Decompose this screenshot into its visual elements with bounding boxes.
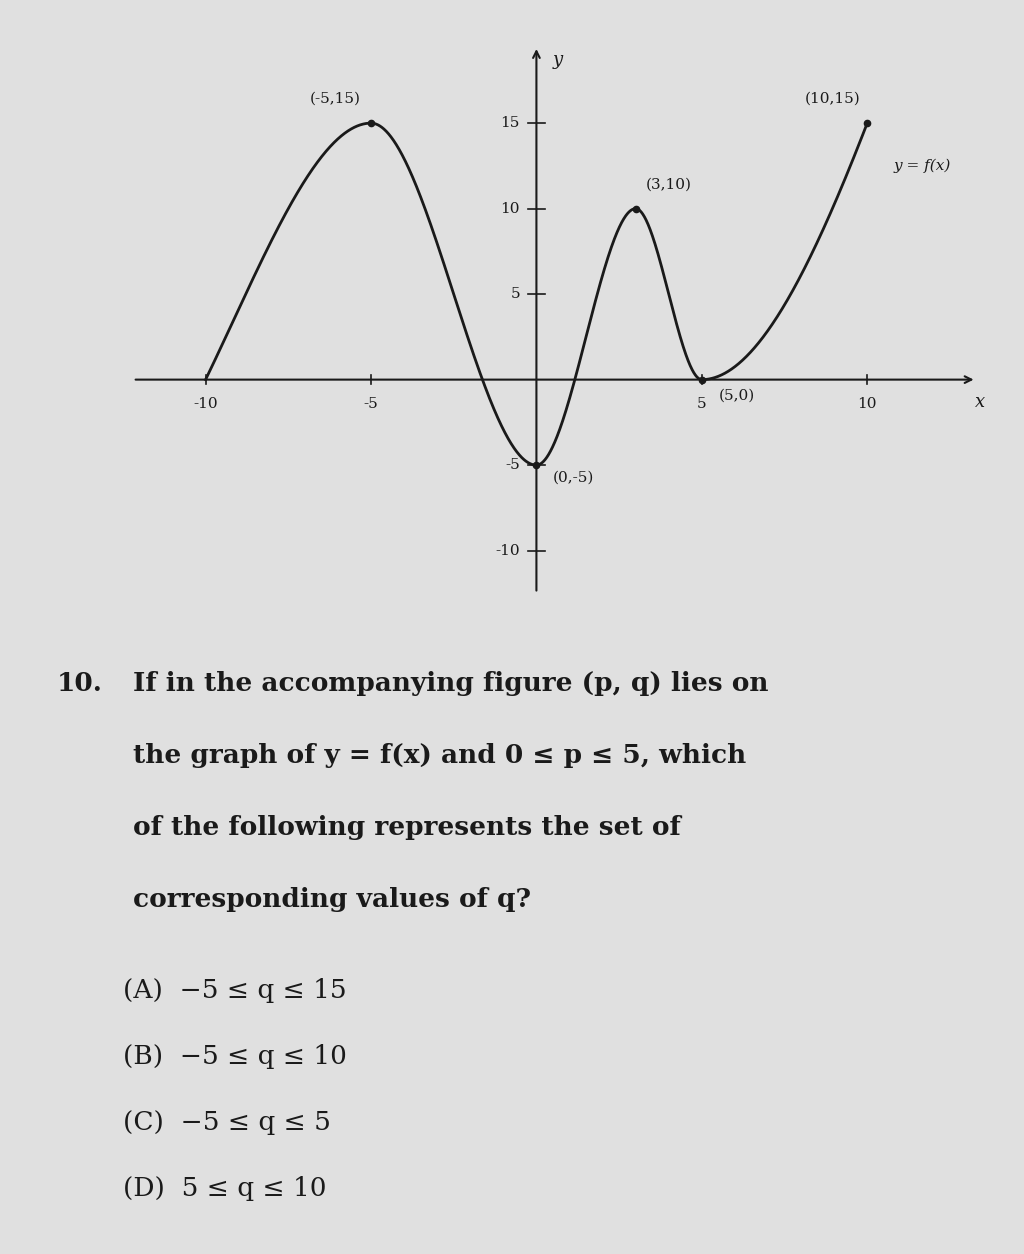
Text: (10,15): (10,15): [805, 92, 860, 107]
Text: -5: -5: [364, 396, 379, 411]
Text: 10.: 10.: [56, 671, 102, 696]
Text: the graph of y = f(x) and 0 ≤ p ≤ 5, which: the graph of y = f(x) and 0 ≤ p ≤ 5, whi…: [133, 742, 746, 767]
Text: (0,-5): (0,-5): [553, 470, 594, 484]
Text: (5,0): (5,0): [719, 389, 755, 403]
Text: corresponding values of q?: corresponding values of q?: [133, 888, 531, 912]
Text: y: y: [553, 51, 563, 69]
Text: (C)  −5 ≤ q ≤ 5: (C) −5 ≤ q ≤ 5: [123, 1110, 331, 1135]
Text: of the following represents the set of: of the following represents the set of: [133, 815, 681, 840]
Text: If in the accompanying figure (p, q) lies on: If in the accompanying figure (p, q) lie…: [133, 671, 769, 696]
Text: 10: 10: [857, 396, 877, 411]
Text: (B)  −5 ≤ q ≤ 10: (B) −5 ≤ q ≤ 10: [123, 1043, 347, 1068]
Text: y = f(x): y = f(x): [894, 159, 951, 173]
Text: -10: -10: [496, 544, 520, 558]
Text: 5: 5: [510, 287, 520, 301]
Text: x: x: [975, 394, 985, 411]
Text: 10: 10: [501, 202, 520, 216]
Text: 15: 15: [501, 117, 520, 130]
Text: 5: 5: [697, 396, 707, 411]
Text: (-5,15): (-5,15): [310, 92, 361, 107]
Text: (A)  −5 ≤ q ≤ 15: (A) −5 ≤ q ≤ 15: [123, 978, 346, 1003]
Text: (D)  5 ≤ q ≤ 10: (D) 5 ≤ q ≤ 10: [123, 1176, 327, 1200]
Text: (3,10): (3,10): [645, 178, 691, 192]
Text: -10: -10: [194, 396, 218, 411]
Text: -5: -5: [505, 458, 520, 472]
